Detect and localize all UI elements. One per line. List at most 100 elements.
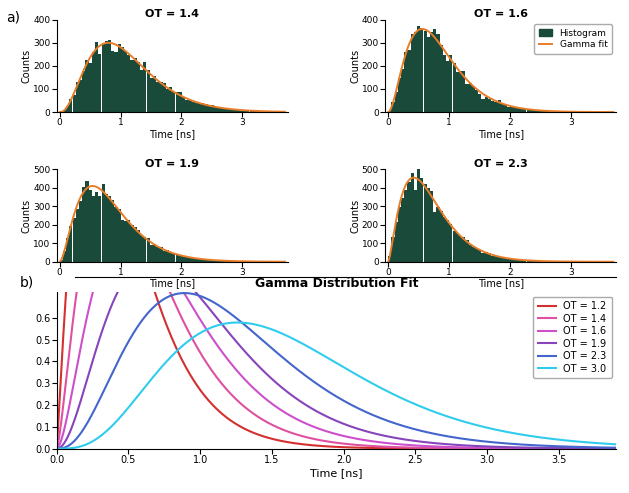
OT = 1.2 xyxy=(153,295,160,301)
Bar xyxy=(221,260,224,262)
Bar xyxy=(523,260,526,262)
Y-axis label: Counts: Counts xyxy=(350,199,360,233)
Bar xyxy=(259,111,262,112)
X-axis label: Time [ns]: Time [ns] xyxy=(149,279,196,288)
Bar xyxy=(121,47,124,112)
Bar xyxy=(211,260,214,262)
OT = 1.2 xyxy=(428,446,435,452)
Bar xyxy=(230,261,233,262)
Bar xyxy=(423,32,426,112)
Bar xyxy=(526,109,530,112)
Bar xyxy=(218,260,221,262)
Bar xyxy=(446,61,449,112)
Bar xyxy=(92,52,95,112)
Bar xyxy=(253,111,256,112)
Bar xyxy=(150,245,153,262)
X-axis label: Time [ns]: Time [ns] xyxy=(477,129,524,139)
Bar xyxy=(417,169,420,262)
Bar xyxy=(179,92,182,112)
Bar xyxy=(214,260,217,262)
OT = 3.0 xyxy=(152,371,160,377)
OT = 1.2 xyxy=(476,446,483,452)
Bar xyxy=(443,217,446,262)
Bar xyxy=(517,107,520,112)
OT = 3.0 xyxy=(197,330,204,336)
Bar xyxy=(559,111,562,112)
OT = 1.4 xyxy=(106,177,114,183)
Bar xyxy=(185,257,188,262)
Bar xyxy=(414,32,417,112)
Bar xyxy=(108,196,111,262)
Bar xyxy=(549,111,552,112)
OT = 3.0 xyxy=(476,423,483,429)
Bar xyxy=(414,190,417,262)
Bar xyxy=(201,259,204,262)
Bar xyxy=(540,261,543,262)
Bar xyxy=(169,253,172,262)
Bar xyxy=(262,111,265,112)
Bar xyxy=(507,106,510,112)
Line: OT = 1.6: OT = 1.6 xyxy=(57,227,616,449)
Bar xyxy=(433,30,437,112)
Bar xyxy=(224,261,227,262)
Bar xyxy=(501,104,504,112)
OT = 1.9 xyxy=(147,257,155,263)
Bar xyxy=(511,107,514,112)
Bar xyxy=(543,111,546,112)
Bar xyxy=(256,111,259,112)
Bar xyxy=(75,82,79,112)
Bar xyxy=(105,194,108,262)
Bar xyxy=(420,28,423,112)
Bar xyxy=(272,111,276,112)
Bar xyxy=(86,181,89,262)
Bar xyxy=(536,261,539,262)
X-axis label: Time [ns]: Time [ns] xyxy=(310,468,363,478)
OT = 2.3 xyxy=(198,293,205,299)
Bar xyxy=(247,111,250,112)
Bar xyxy=(166,250,169,262)
Bar xyxy=(398,207,401,262)
Bar xyxy=(230,108,233,112)
Bar xyxy=(134,227,137,262)
Bar xyxy=(227,109,230,112)
Bar xyxy=(204,260,208,262)
OT = 1.6 xyxy=(476,445,483,451)
Bar xyxy=(555,111,559,112)
Bar xyxy=(127,55,130,112)
Bar xyxy=(218,107,221,112)
Bar xyxy=(214,107,217,112)
OT = 1.4 xyxy=(476,446,483,452)
Bar xyxy=(72,217,75,262)
Bar xyxy=(452,63,455,112)
Bar xyxy=(478,250,481,262)
Bar xyxy=(86,61,89,112)
OT = 2.3 xyxy=(53,446,60,452)
Bar xyxy=(552,111,555,112)
OT = 3.0 xyxy=(307,345,314,351)
Bar xyxy=(127,220,130,262)
Bar xyxy=(159,247,162,262)
Bar xyxy=(182,97,185,112)
Bar xyxy=(63,251,66,262)
X-axis label: Time [ns]: Time [ns] xyxy=(477,279,524,288)
OT = 1.4 xyxy=(53,446,60,452)
Bar xyxy=(159,81,162,112)
Bar xyxy=(114,207,118,262)
Bar xyxy=(72,95,75,112)
Bar xyxy=(195,103,198,112)
Bar xyxy=(192,258,195,262)
Bar xyxy=(153,76,156,112)
Bar xyxy=(111,51,114,112)
Bar xyxy=(250,111,253,112)
OT = 1.9 xyxy=(198,296,205,302)
Bar xyxy=(175,255,179,262)
Bar xyxy=(472,86,475,112)
Bar xyxy=(472,246,475,262)
OT = 1.6 xyxy=(613,446,620,452)
Bar xyxy=(498,100,501,112)
Bar xyxy=(437,34,440,112)
Bar xyxy=(533,110,536,112)
Bar xyxy=(546,110,549,112)
Bar xyxy=(446,220,449,262)
X-axis label: Time [ns]: Time [ns] xyxy=(149,129,196,139)
